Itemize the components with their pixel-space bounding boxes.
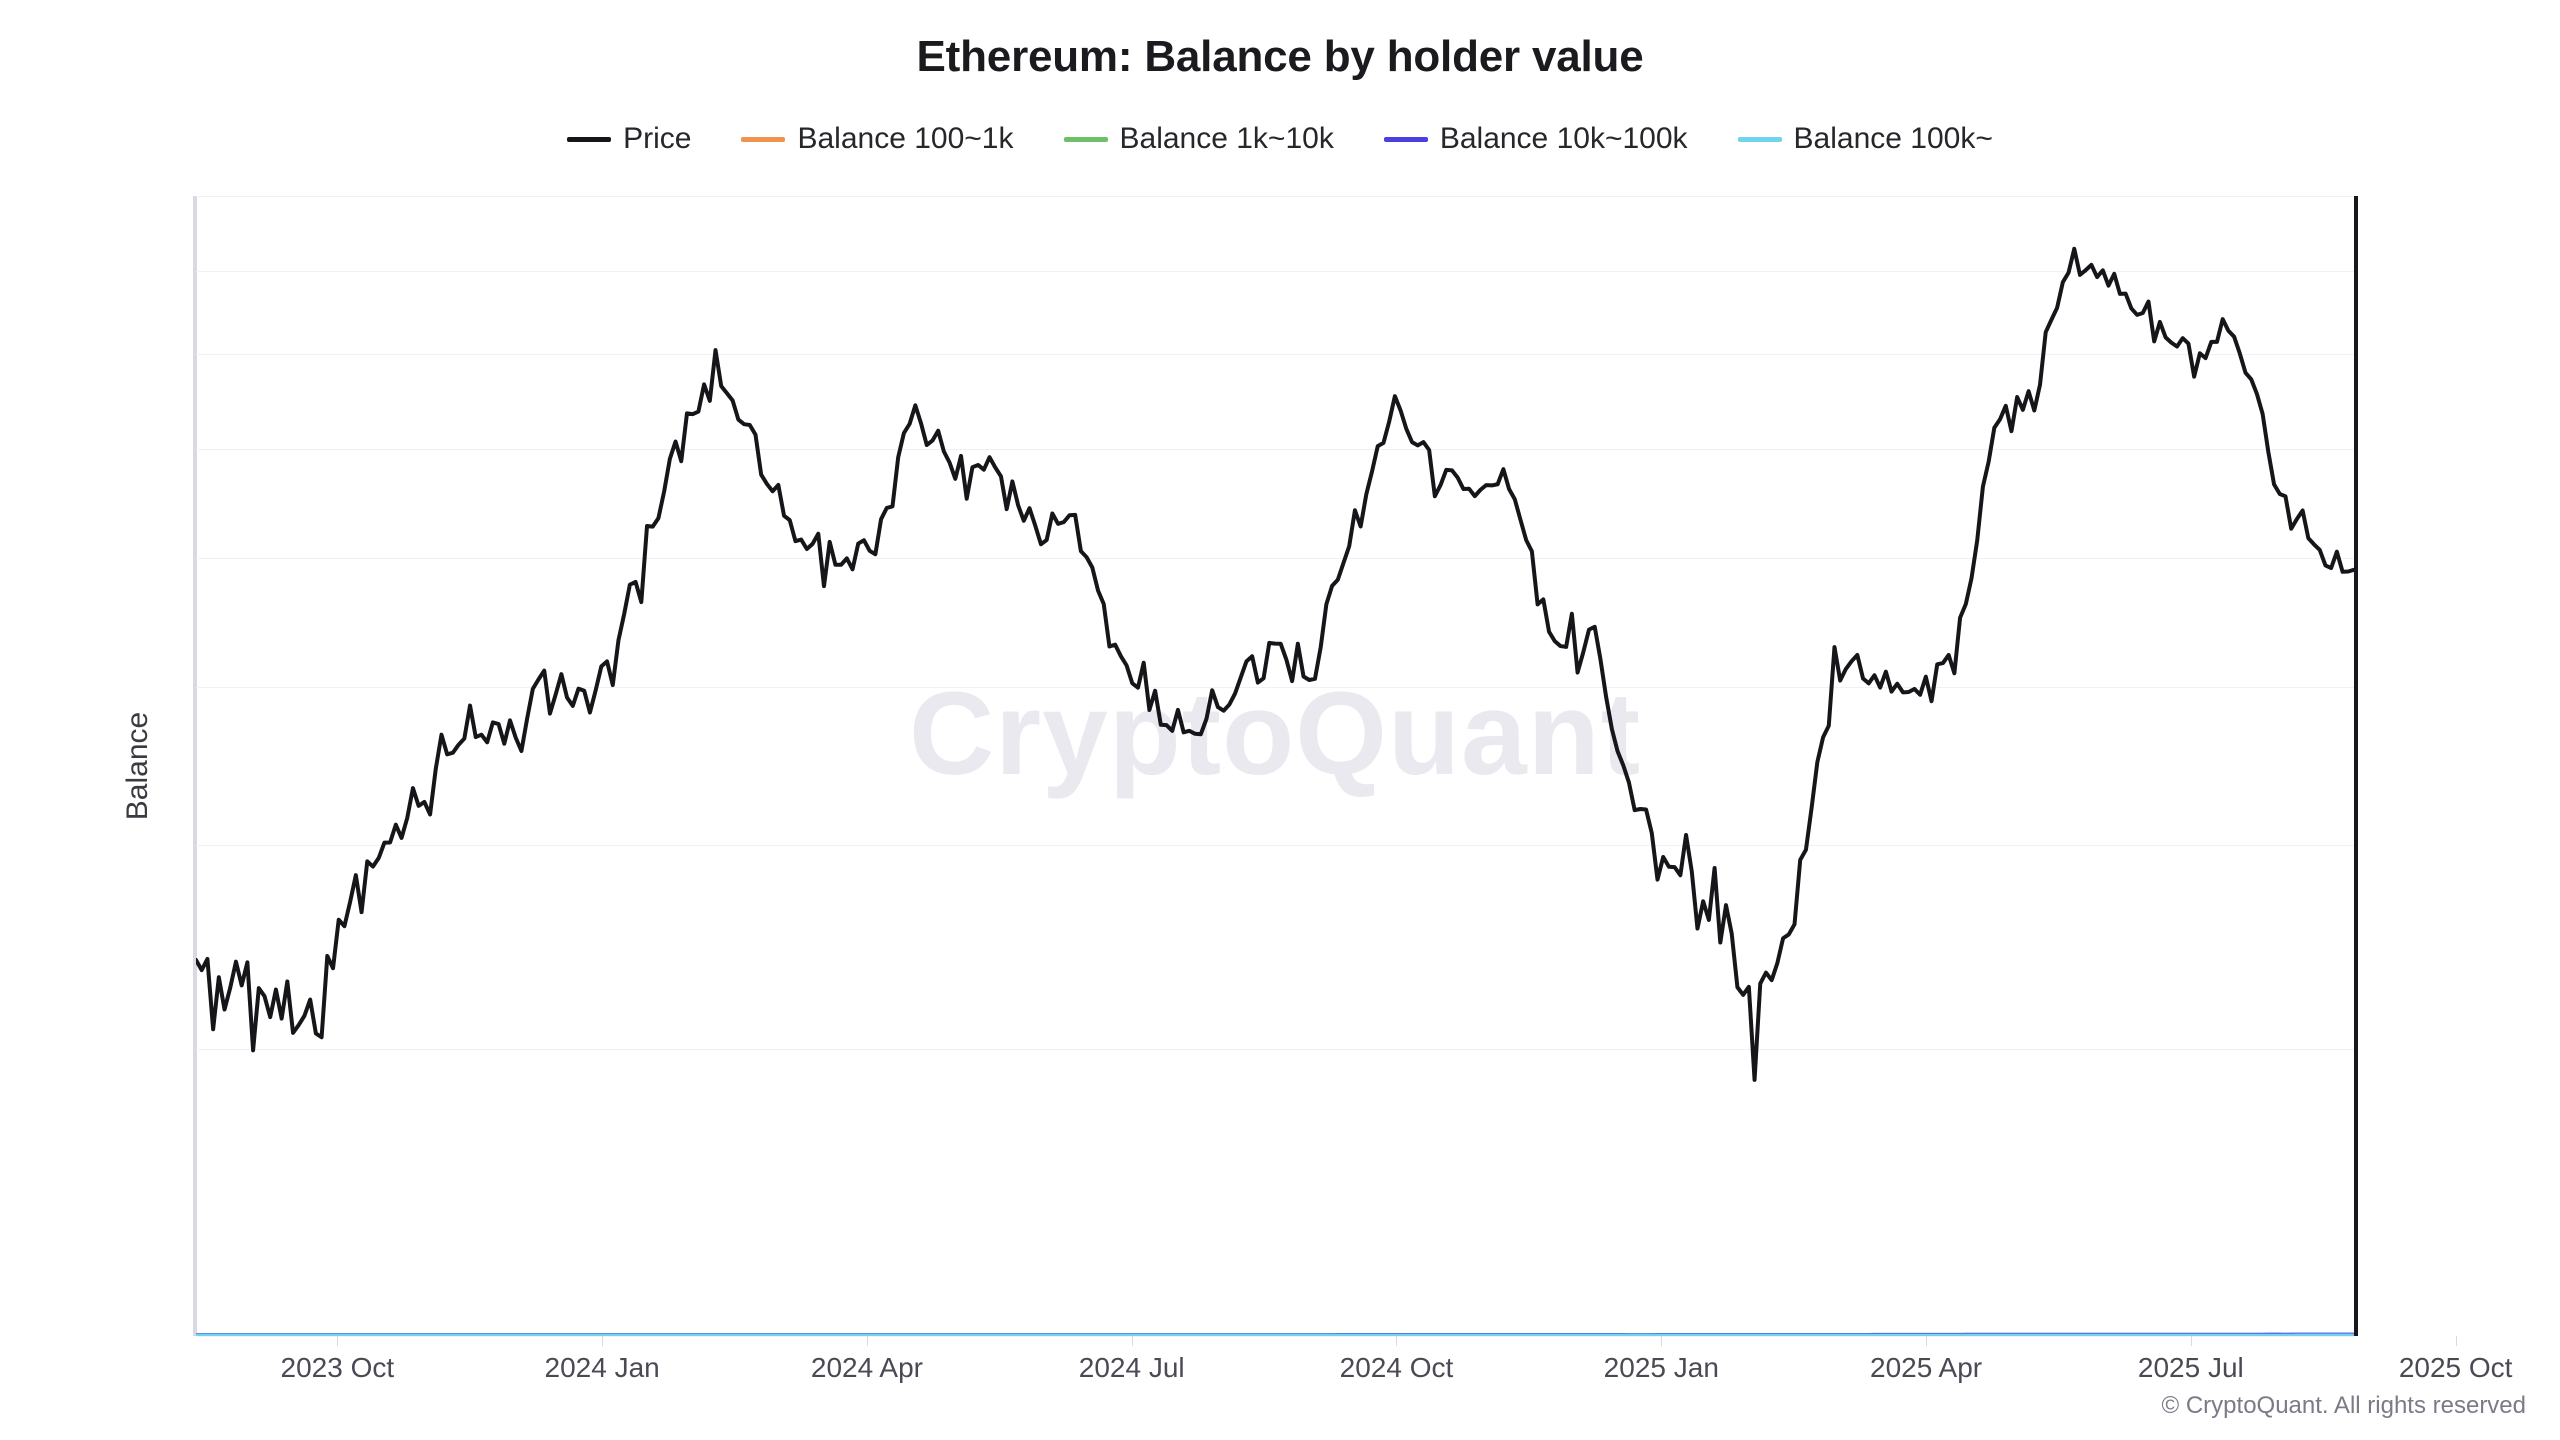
- gridline: [196, 686, 2354, 688]
- page-title: Ethereum: Balance by holder value: [916, 32, 1644, 81]
- copyright-footer: © CryptoQuant. All rights reserved: [2161, 1392, 2527, 1419]
- legend-item-price[interactable]: Price: [567, 122, 691, 156]
- gridline: [196, 1336, 2354, 1337]
- x-tick-mark: [337, 1336, 339, 1346]
- gridline: [196, 557, 2354, 559]
- legend-label-balance-100k-plus: Balance 100k~: [1793, 122, 1993, 155]
- x-axis-tick: 2025 Jul: [2137, 1352, 2244, 1383]
- x-axis-tick: 2023 Oct: [280, 1352, 395, 1383]
- x-tick-mark: [2455, 1336, 2457, 1346]
- x-tick-mark: [1131, 1336, 1133, 1346]
- x-tick-mark: [1926, 1336, 1928, 1346]
- series-line-price: [196, 246, 2354, 1082]
- x-axis-tick: 2025 Jan: [1603, 1352, 1719, 1383]
- x-axis-tick: 2024 Jan: [544, 1352, 660, 1383]
- y-axis-left-spine: [193, 196, 197, 1336]
- legend-item-balance-10k-100k[interactable]: Balance 10k~100k: [1383, 122, 1688, 156]
- y-axis-right-spine: [2354, 196, 2358, 1336]
- x-tick-mark: [1661, 1336, 1663, 1346]
- x-axis-tick: 2024 Apr: [810, 1352, 923, 1383]
- legend-item-balance-1k-10k[interactable]: Balance 1k~10k: [1063, 122, 1334, 156]
- gridline: [196, 354, 2354, 356]
- gridline: [196, 196, 2354, 197]
- gridline: [196, 1048, 2354, 1050]
- legend-label-balance-10k-100k: Balance 10k~100k: [1439, 122, 1688, 155]
- series-lines: [196, 246, 2354, 1336]
- legend-item-balance-100k-plus[interactable]: Balance 100k~: [1737, 122, 1993, 156]
- legend-label-price: Price: [623, 122, 692, 155]
- gridline: [196, 270, 2354, 272]
- legend-label-balance-1k-10k: Balance 1k~10k: [1119, 122, 1334, 155]
- x-axis-tick: 2024 Jul: [1078, 1352, 1185, 1383]
- legend-swatch-balance-10k-100k: [1383, 136, 1428, 142]
- x-axis-tick: 2024 Oct: [1339, 1352, 1454, 1383]
- legend-item-balance-100-1k[interactable]: Balance 100~1k: [741, 122, 1014, 156]
- legend-swatch-price: [567, 136, 612, 142]
- x-axis-tick: 2025 Oct: [2398, 1352, 2513, 1383]
- plot-area: CryptoQuant Balance 20M15M10M5M0 5K4.5K4…: [121, 196, 2354, 1337]
- gridline: [196, 845, 2354, 847]
- x-tick-mark: [866, 1336, 868, 1346]
- x-tick-mark: [602, 1336, 604, 1346]
- legend-swatch-balance-1k-10k: [1063, 136, 1108, 142]
- chart-legend: Price Balance 100~1k Balance 1k~10k Balance…: [0, 122, 2560, 156]
- x-tick-mark: [1396, 1336, 1398, 1346]
- legend-swatch-balance-100k-plus: [1737, 136, 1782, 142]
- x-tick-mark: [2190, 1336, 2192, 1346]
- legend-swatch-balance-100-1k: [741, 136, 786, 142]
- x-axis-tick: 2025 Apr: [1870, 1352, 1983, 1383]
- legend-label-balance-100-1k: Balance 100~1k: [797, 122, 1014, 155]
- gridline: [196, 448, 2354, 450]
- y-axis-left-title: Balance: [121, 711, 155, 821]
